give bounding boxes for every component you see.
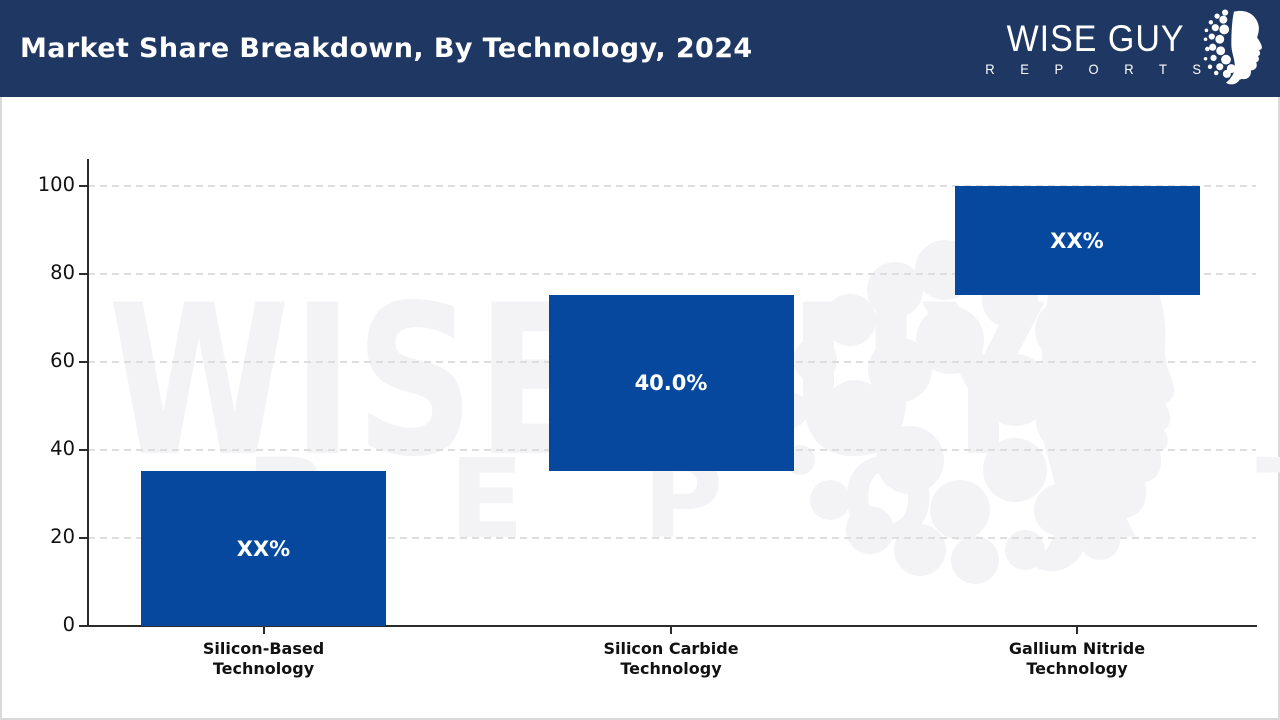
ytick-mark-40 [79,449,87,451]
category-label-line: Technology [212,659,315,678]
logo-wordmark: WISE GUY [1006,18,1185,60]
gridline-80 [88,273,1256,275]
ytick-label-0: 0 [62,613,75,636]
category-label-silicon-based-technology: Silicon-Based Technology [104,639,424,679]
bar-silicon-carbide-technology: 40.0% [548,295,794,472]
ytick-mark-20 [79,537,87,539]
category-label-gallium-nitride-technology: Gallium Nitride Technology [917,639,1237,679]
y-axis-line [87,159,89,627]
category-label-line: Technology [620,659,722,678]
xtick-mark-silicon-based-technology [262,627,265,634]
ytick-label-100: 100 [37,173,75,196]
ytick-label-40: 40 [50,437,75,460]
bar-value-label-silicon-based-technology: XX% [236,536,291,561]
category-label-line: Technology [1026,659,1128,678]
xtick-mark-silicon-carbide-technology [670,627,672,634]
chart-title: Market Share Breakdown, By Technology, 2… [20,33,753,64]
bar-value-label-gallium-nitride-technology: XX% [1050,228,1104,253]
bar-gallium-nitride-technology: XX% [954,186,1200,296]
xtick-mark-gallium-nitride-technology [1076,627,1078,634]
ytick-mark-80 [79,273,87,275]
ytick-label-80: 80 [50,261,75,284]
logo-text: WISE GUY R E P O R T S [979,21,1212,76]
logo-subtext: R E P O R T S [985,60,1212,78]
logo-face-icon [1203,8,1262,84]
ytick-mark-0 [79,625,87,627]
category-label-line: Silicon Carbide [603,639,739,658]
ytick-label-60: 60 [50,349,75,372]
x-axis-line [87,625,1257,627]
category-label-silicon-carbide-technology: Silicon Carbide Technology [511,639,831,679]
ytick-label-20: 20 [50,525,75,548]
bar-silicon-based-technology: XX% [141,471,386,626]
category-label-line: Gallium Nitride [1008,639,1146,658]
category-label-line: Silicon-Based [202,639,325,658]
gridline-20 [88,537,1256,539]
ytick-mark-100 [79,185,87,187]
header-bar: Market Share Breakdown, By Technology, 2… [0,0,1280,97]
gridline-100 [88,185,1256,187]
bar-value-label-silicon-carbide-technology: 40.0% [634,371,708,396]
wiseguy-logo: WISE GUY R E P O R T S [979,8,1266,90]
ytick-mark-60 [79,361,87,363]
